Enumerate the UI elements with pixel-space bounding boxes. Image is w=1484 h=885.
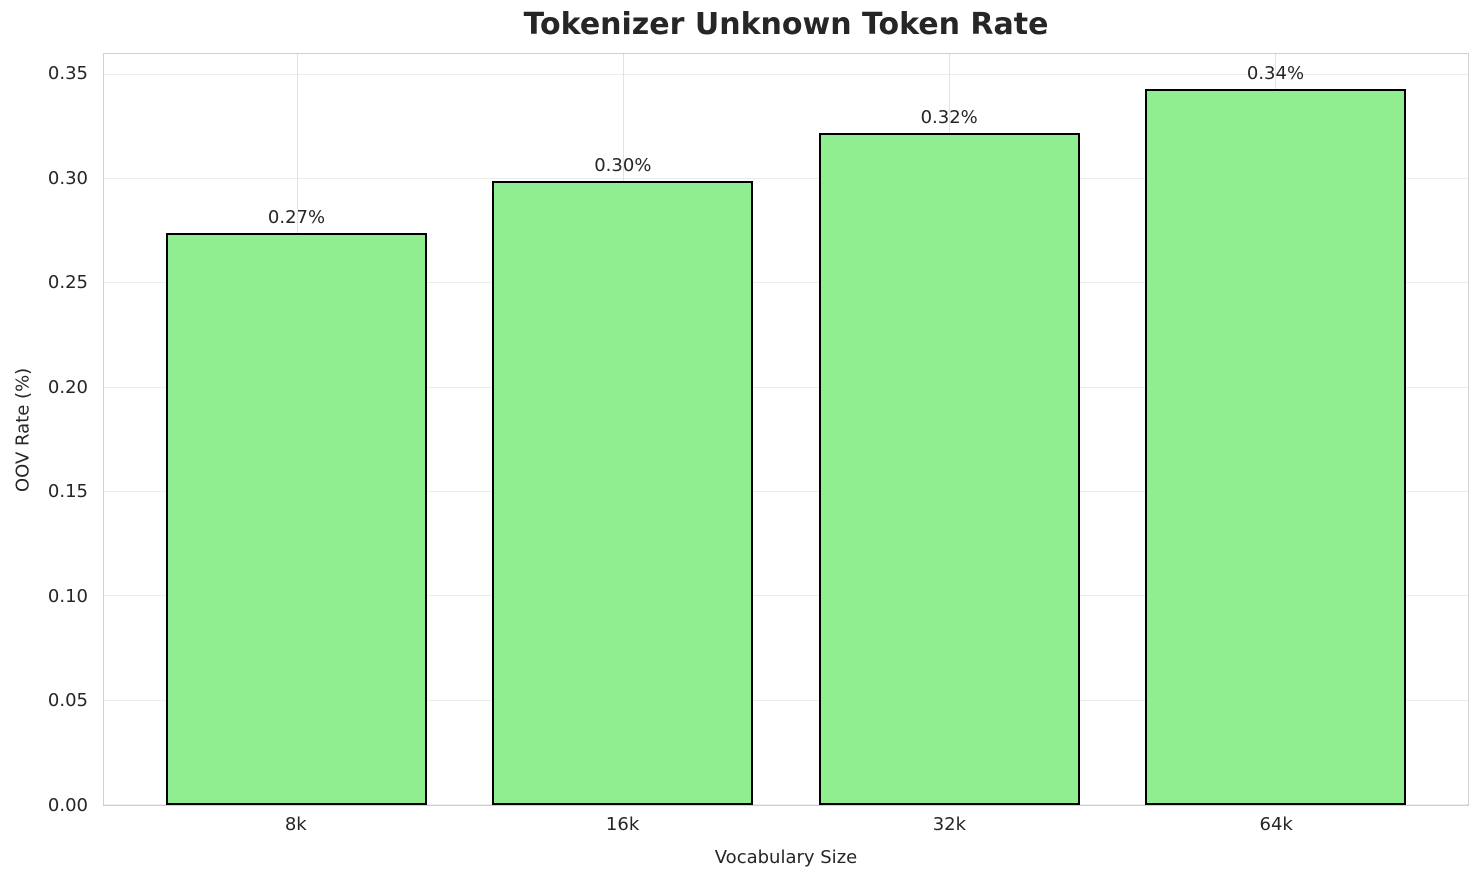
h-gridline	[104, 386, 1468, 388]
plot-area: 0.27% 0.30% 0.32% 0.34%	[103, 53, 1469, 806]
bar-64k	[1144, 89, 1406, 805]
h-gridline	[104, 282, 1468, 284]
y-tick-label: 0.05	[47, 690, 88, 712]
y-tick-label: 0.15	[47, 481, 88, 503]
bar-value-label: 0.32%	[920, 107, 978, 129]
bar-value-label: 0.34%	[1246, 63, 1305, 85]
h-gridline	[104, 491, 1468, 493]
h-gridline	[104, 595, 1468, 597]
y-tick-label: 0.30	[47, 167, 88, 189]
h-gridline	[104, 73, 1468, 75]
y-tick-label: 0.20	[47, 376, 88, 398]
bar-16k	[492, 181, 754, 805]
bar-32k	[818, 133, 1080, 805]
chart-title: Tokenizer Unknown Token Rate	[523, 7, 1049, 42]
x-tick-label: 32k	[932, 814, 967, 835]
x-tick-label: 8k	[284, 814, 307, 835]
y-tick-label: 0.35	[47, 62, 88, 84]
y-tick-label: 0.10	[47, 585, 88, 607]
y-axis: 0.00 0.05 0.10 0.15 0.20 0.25 0.30 0.35	[0, 53, 88, 814]
x-axis-label: Vocabulary Size	[714, 847, 858, 868]
x-tick-label: 16k	[605, 814, 640, 835]
h-gridline	[104, 804, 1468, 805]
h-gridline	[104, 178, 1468, 180]
y-tick-label: 0.00	[47, 795, 88, 816]
bar-8k	[166, 233, 428, 805]
h-gridline	[104, 699, 1468, 701]
x-axis: 8k 16k 32k 64k	[103, 814, 1469, 838]
bar-value-label: 0.27%	[267, 207, 326, 229]
bar-value-label: 0.30%	[594, 155, 652, 177]
y-tick-label: 0.25	[47, 272, 88, 294]
x-tick-label: 64k	[1259, 814, 1293, 835]
